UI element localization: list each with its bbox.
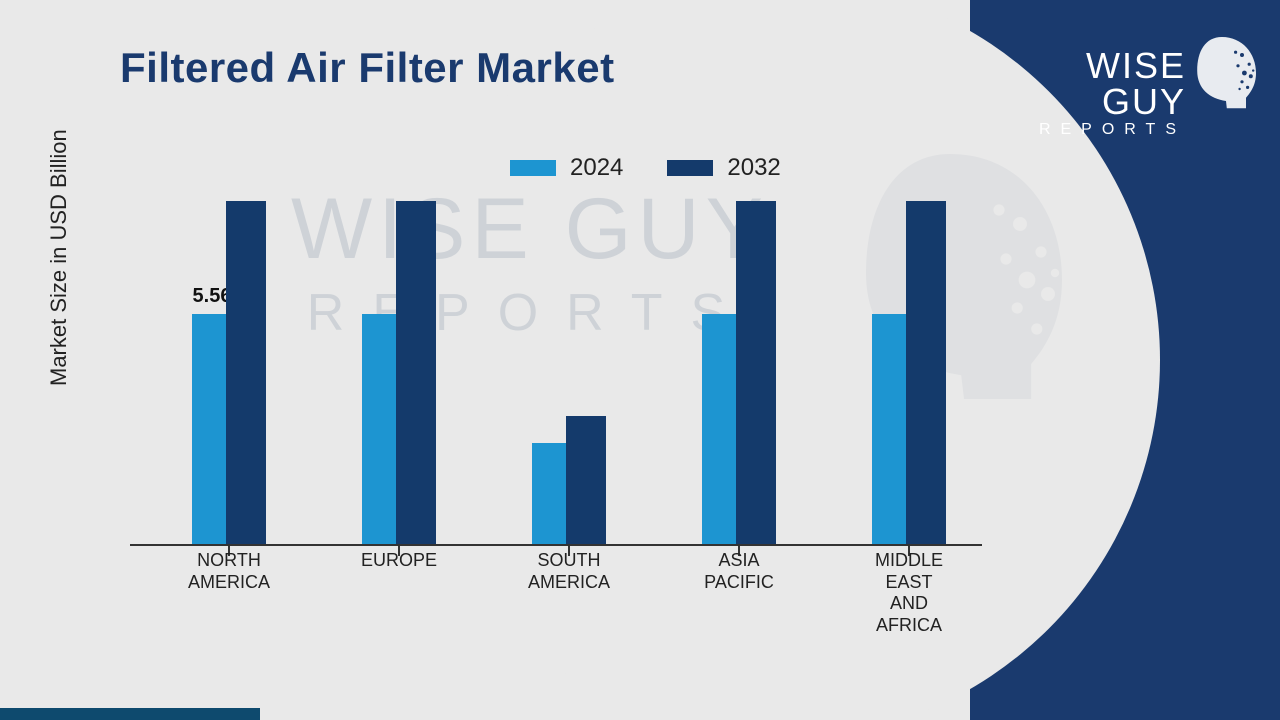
brand-head-icon xyxy=(1182,33,1262,113)
bar xyxy=(736,201,776,544)
plot-area: 5.56 xyxy=(130,174,982,546)
category-label: EUROPE xyxy=(329,550,469,572)
bar xyxy=(906,201,946,544)
category-label: MIDDLEEASTANDAFRICA xyxy=(839,550,979,636)
bottom-accent-bar xyxy=(0,708,260,720)
logo-line2: REPORTS xyxy=(1039,122,1186,138)
x-axis-line xyxy=(130,544,982,546)
y-axis-label: Market Size in USD Billion xyxy=(46,129,72,386)
bar xyxy=(566,416,606,544)
bar xyxy=(396,201,436,544)
category-label: NORTHAMERICA xyxy=(159,550,299,593)
category-label: ASIAPACIFIC xyxy=(669,550,809,593)
chart: Market Size in USD Billion 5.56 NORTHAME… xyxy=(56,156,976,616)
chart-title: Filtered Air Filter Market xyxy=(120,44,615,92)
logo-line1: WISE GUY xyxy=(1039,48,1186,120)
page: WISE GUY REPORTS Filtered Air Filter Mar… xyxy=(0,0,1280,720)
bar xyxy=(226,201,266,544)
category-label: SOUTHAMERICA xyxy=(499,550,639,593)
